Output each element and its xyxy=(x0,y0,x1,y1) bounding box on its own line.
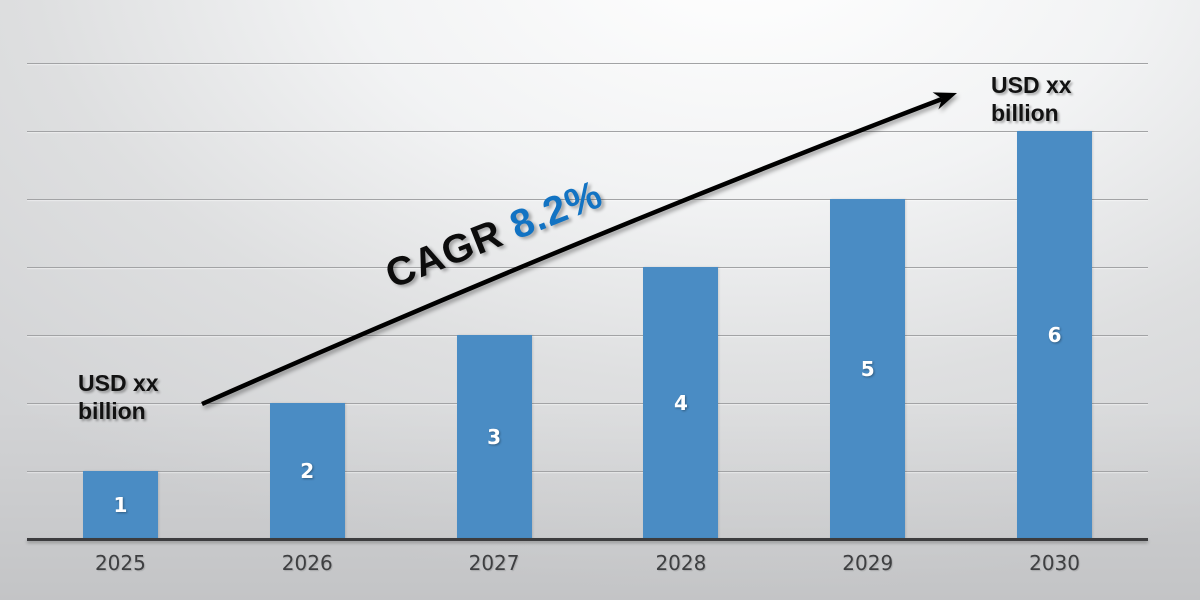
bar-2029: 5 xyxy=(830,199,906,539)
x-axis-tick-label: 2030 xyxy=(1029,551,1081,575)
bar-value-label: 1 xyxy=(113,493,128,517)
x-axis-tick-label: 2026 xyxy=(281,551,333,575)
gridline xyxy=(27,199,1148,200)
bar-2026: 2 xyxy=(269,403,345,539)
bar-2030: 6 xyxy=(1017,131,1093,539)
x-axis-tick-label: 2029 xyxy=(842,551,894,575)
x-axis-line xyxy=(27,538,1148,541)
x-axis-tick-label: 2025 xyxy=(94,551,146,575)
bar-value-label: 2 xyxy=(300,459,315,483)
bar-2025: 1 xyxy=(82,471,158,539)
gridline xyxy=(27,63,1148,64)
x-axis-tick-label: 2028 xyxy=(655,551,707,575)
gridline xyxy=(27,471,1148,472)
gridline xyxy=(27,403,1148,404)
bar-2027: 3 xyxy=(456,335,532,539)
end-value-annotation: USD xx billion xyxy=(991,72,1072,126)
bar-value-label: 4 xyxy=(673,391,688,415)
bar-value-label: 5 xyxy=(860,357,875,381)
bar-value-label: 6 xyxy=(1047,323,1062,347)
x-axis-tick-label: 2027 xyxy=(468,551,520,575)
growth-arrow-line xyxy=(201,96,943,407)
bar-value-label: 3 xyxy=(487,425,502,449)
gridline xyxy=(27,335,1148,336)
start-value-annotation: USD xx billion xyxy=(78,370,159,424)
bar-2028: 4 xyxy=(643,267,719,539)
gridline xyxy=(27,131,1148,132)
growth-arrow-head-icon xyxy=(932,92,957,110)
gridline xyxy=(27,267,1148,268)
